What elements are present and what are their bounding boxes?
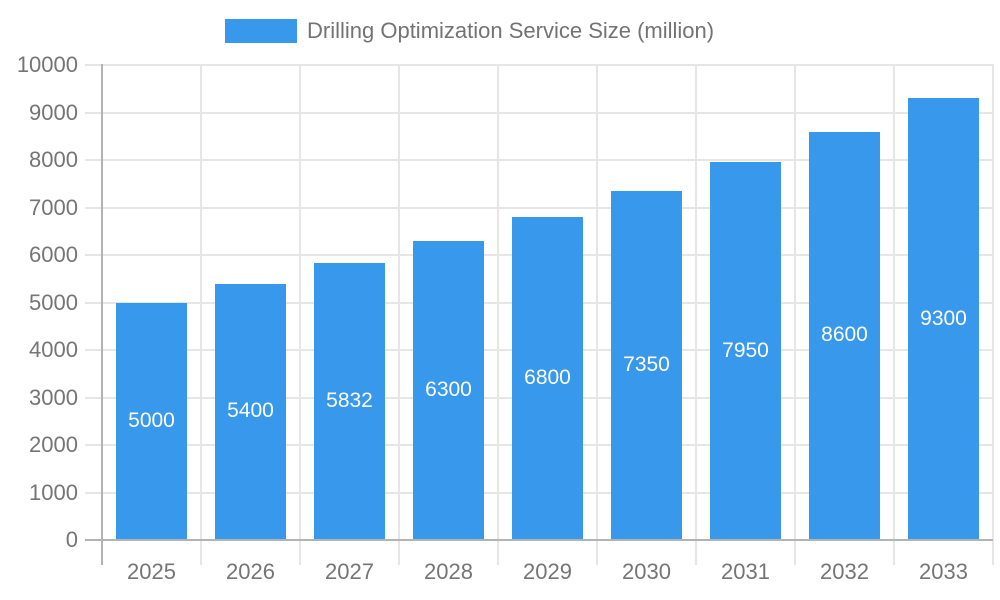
x-tick-label: 2026 [226, 559, 275, 584]
bar-value-label: 9300 [920, 306, 967, 330]
x-tick-label: 2028 [424, 559, 473, 584]
y-gridline [85, 206, 993, 209]
y-tick-label: 3000 [29, 384, 78, 410]
y-tick-label: 1000 [29, 479, 78, 505]
bar: 5000 [116, 302, 187, 539]
x-gridline [299, 64, 301, 565]
bar: 9300 [908, 98, 979, 539]
y-axis-line [101, 64, 103, 565]
x-gridline [794, 64, 796, 565]
y-tick-label: 10000 [16, 52, 78, 77]
x-gridline [398, 64, 400, 565]
y-tick-label: 2000 [29, 432, 78, 457]
bar: 7950 [710, 162, 781, 539]
x-tick-label: 2033 [919, 559, 968, 584]
bar: 6300 [413, 240, 484, 539]
y-tick-label: 8000 [29, 147, 78, 172]
y-tick-label: 7000 [29, 194, 78, 220]
x-tick-label: 2030 [622, 559, 671, 584]
bar-value-label: 7350 [623, 352, 670, 376]
x-tick-label: 2031 [721, 559, 770, 584]
y-gridline [85, 159, 993, 161]
legend-color-swatch [225, 19, 297, 43]
x-gridline [596, 64, 598, 565]
bar: 5400 [215, 283, 286, 539]
y-tick-label: 0 [65, 527, 78, 552]
legend: Drilling Optimization Service Size (mill… [225, 18, 714, 44]
bar: 8600 [809, 131, 880, 539]
x-gridline [200, 64, 202, 565]
x-axis-line [85, 539, 993, 541]
x-tick-label: 2029 [523, 559, 572, 584]
bar: 7350 [611, 190, 682, 539]
x-gridline [695, 64, 697, 565]
bar-value-label: 6300 [425, 377, 472, 401]
legend-label: Drilling Optimization Service Size (mill… [307, 18, 715, 43]
y-gridline [85, 64, 993, 66]
y-tick-label: 5000 [29, 289, 78, 315]
y-tick-label: 9000 [29, 99, 78, 125]
bar-value-label: 5832 [326, 388, 373, 412]
bar: 5832 [314, 262, 385, 539]
bar-value-label: 7950 [722, 338, 769, 362]
y-tick-label: 4000 [29, 337, 78, 362]
x-tick-label: 2032 [820, 559, 869, 584]
x-tick-label: 2025 [127, 559, 176, 584]
bar-value-label: 5400 [227, 399, 274, 423]
x-gridline [893, 64, 895, 565]
bar-value-label: 5000 [128, 408, 175, 432]
x-gridline [992, 64, 994, 565]
y-tick-label: 6000 [29, 242, 78, 267]
bar: 6800 [512, 217, 583, 539]
bar-value-label: 8600 [821, 323, 868, 347]
y-gridline [85, 111, 993, 114]
x-tick-label: 2027 [325, 559, 374, 584]
bar-value-label: 6800 [524, 366, 571, 389]
x-gridline [497, 64, 499, 565]
